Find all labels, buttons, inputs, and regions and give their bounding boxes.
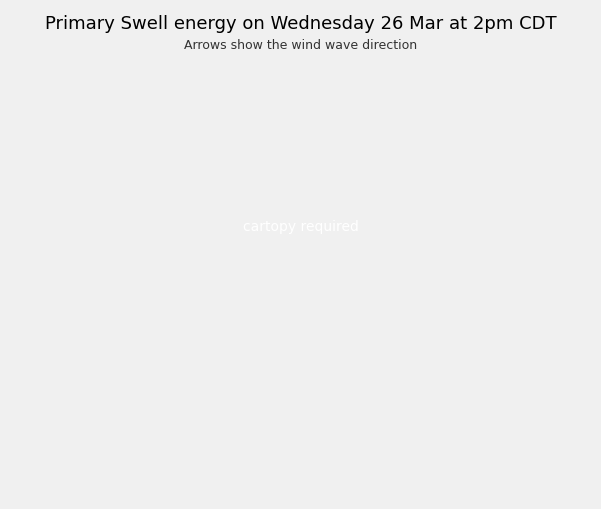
Text: Primary Swell energy on Wednesday 26 Mar at 2pm CDT: Primary Swell energy on Wednesday 26 Mar…: [44, 15, 557, 33]
Text: Arrows show the wind wave direction: Arrows show the wind wave direction: [184, 39, 417, 51]
Text: cartopy required: cartopy required: [243, 219, 358, 234]
